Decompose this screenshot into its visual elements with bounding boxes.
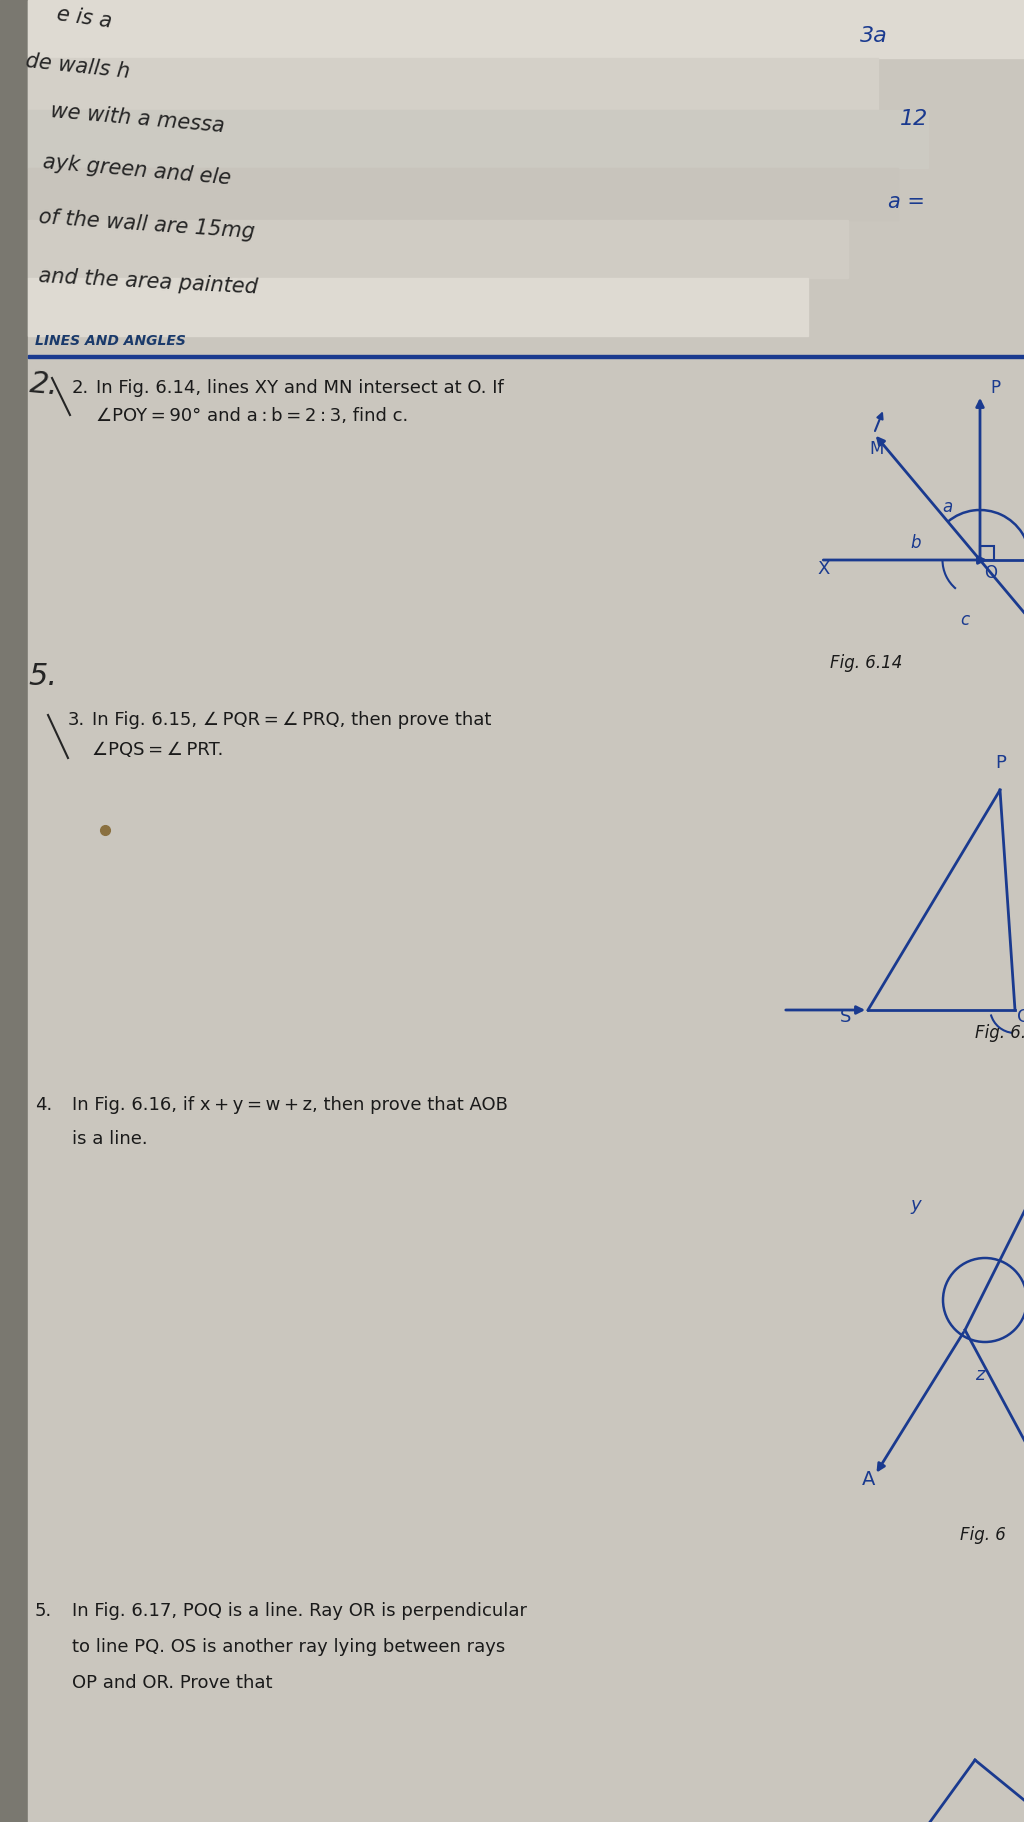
Text: Q: Q [1017,1008,1024,1026]
Text: and the area painted: and the area painted [38,266,258,297]
Text: c: c [961,610,969,629]
Text: In Fig. 6.16, if x + y = w + z, then prove that AOB: In Fig. 6.16, if x + y = w + z, then pro… [72,1097,508,1113]
Text: ayk green and ele: ayk green and ele [42,151,231,188]
Text: M: M [869,439,884,457]
Text: In Fig. 6.17, POQ is a line. Ray OR is perpendicular: In Fig. 6.17, POQ is a line. Ray OR is p… [72,1602,527,1620]
Text: Fig. 6: Fig. 6 [961,1527,1006,1543]
Text: 2.: 2. [28,370,59,401]
Text: of the wall are 15mg: of the wall are 15mg [38,208,256,242]
Text: Fig. 6.1: Fig. 6.1 [975,1024,1024,1042]
Text: O: O [984,565,997,581]
Text: P: P [990,379,1000,397]
Text: S: S [840,1008,851,1026]
Text: b: b [910,534,921,552]
Text: de walls h: de walls h [25,51,131,82]
Text: a: a [942,497,952,516]
Text: X: X [817,559,829,578]
Text: Fig. 6.14: Fig. 6.14 [830,654,902,672]
Text: e is a: e is a [55,4,113,33]
Text: 2.: 2. [72,379,89,397]
Bar [28,58,878,109]
Text: P: P [995,754,1006,773]
Text: ∠POY = 90° and a : b = 2 : 3, find c.: ∠POY = 90° and a : b = 2 : 3, find c. [96,406,409,425]
Text: 3a: 3a [860,26,888,46]
Text: is a line.: is a line. [72,1130,147,1148]
Text: to line PQ. OS is another ray lying between rays: to line PQ. OS is another ray lying betw… [72,1638,505,1656]
Text: In Fig. 6.14, lines XY and MN intersect at O. If: In Fig. 6.14, lines XY and MN intersect … [96,379,504,397]
Text: z: z [975,1366,984,1385]
Bar [0,0,28,1822]
Bar [28,220,848,279]
Text: 5.: 5. [28,661,57,691]
Text: ∠PQS = ∠ PRT.: ∠PQS = ∠ PRT. [92,742,223,760]
Bar [980,547,994,559]
Bar [28,355,1024,357]
Text: we with a messa: we with a messa [50,100,225,137]
Text: In Fig. 6.15, ∠ PQR = ∠ PRQ, then prove that: In Fig. 6.15, ∠ PQR = ∠ PRQ, then prove … [92,711,492,729]
Text: a =: a = [888,191,925,211]
Bar [28,168,898,220]
Text: 4.: 4. [35,1097,52,1113]
Text: 3.: 3. [68,711,85,729]
Bar [28,0,1024,58]
Bar [28,109,928,168]
Text: y: y [910,1195,921,1213]
Text: 12: 12 [900,109,928,129]
Text: A: A [862,1470,876,1489]
Text: 5.: 5. [35,1602,52,1620]
Text: LINES AND ANGLES: LINES AND ANGLES [35,333,186,348]
Text: OP and OR. Prove that: OP and OR. Prove that [72,1674,272,1693]
Bar [28,279,808,335]
